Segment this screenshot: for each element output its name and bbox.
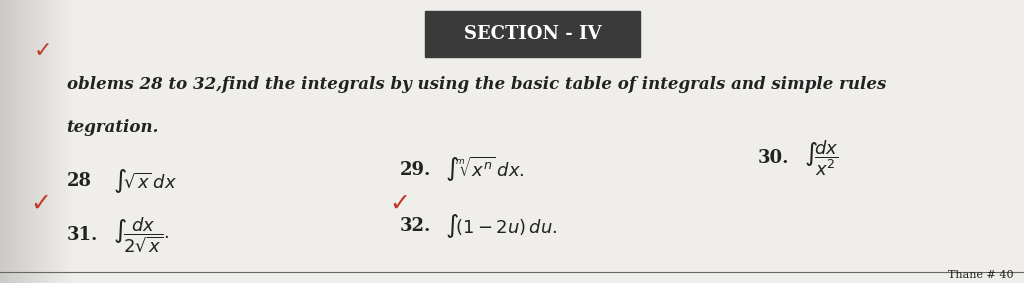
Bar [31, 0, 34, 283]
Bar [12, 0, 14, 283]
FancyBboxPatch shape [425, 11, 640, 57]
Text: ✓: ✓ [31, 192, 51, 216]
Bar [34, 0, 36, 283]
Text: $\int\!\sqrt[m]{x^n}\,dx.$: $\int\!\sqrt[m]{x^n}\,dx.$ [445, 155, 525, 184]
Bar [24, 0, 27, 283]
Text: ✓: ✓ [389, 192, 410, 216]
Bar [45, 0, 48, 283]
Bar [59, 0, 62, 283]
Text: 29.: 29. [399, 161, 431, 179]
Bar [41, 0, 43, 283]
Text: $\int\!(1-2u)\,du.$: $\int\!(1-2u)\,du.$ [445, 213, 558, 240]
Bar [16, 0, 19, 283]
Bar [29, 0, 31, 283]
Bar [70, 0, 72, 283]
Text: SECTION - IV: SECTION - IV [464, 25, 601, 43]
Text: 28: 28 [67, 172, 91, 190]
Bar [14, 0, 16, 283]
Text: Thane # 40: Thane # 40 [948, 270, 1014, 280]
Bar [27, 0, 29, 283]
Bar [43, 0, 45, 283]
Text: 31.: 31. [67, 226, 98, 244]
Bar [50, 0, 52, 283]
Bar [5, 0, 7, 283]
Bar [65, 0, 67, 283]
Text: ✓: ✓ [34, 41, 52, 61]
Bar [55, 0, 57, 283]
Text: $\int\!\dfrac{dx}{x^2}$: $\int\!\dfrac{dx}{x^2}$ [804, 139, 839, 178]
Bar [19, 0, 22, 283]
Bar [52, 0, 55, 283]
Bar [22, 0, 24, 283]
Text: $\int\!\dfrac{dx}{2\sqrt{x}}.$: $\int\!\dfrac{dx}{2\sqrt{x}}.$ [113, 215, 169, 254]
Bar [0, 0, 2, 283]
Text: tegration.: tegration. [67, 119, 159, 136]
Bar [9, 0, 12, 283]
Bar [62, 0, 65, 283]
Bar [7, 0, 9, 283]
Text: 30.: 30. [758, 149, 790, 168]
Bar [57, 0, 59, 283]
Bar [48, 0, 50, 283]
Text: $\int\!\sqrt{x}\,dx$: $\int\!\sqrt{x}\,dx$ [113, 167, 177, 195]
Bar [2, 0, 5, 283]
Text: oblems 28 to 32,find the integrals by using the basic table of integrals and sim: oblems 28 to 32,find the integrals by us… [67, 76, 886, 93]
Bar [36, 0, 38, 283]
Bar [67, 0, 70, 283]
Text: 32.: 32. [399, 217, 431, 235]
Bar [38, 0, 41, 283]
